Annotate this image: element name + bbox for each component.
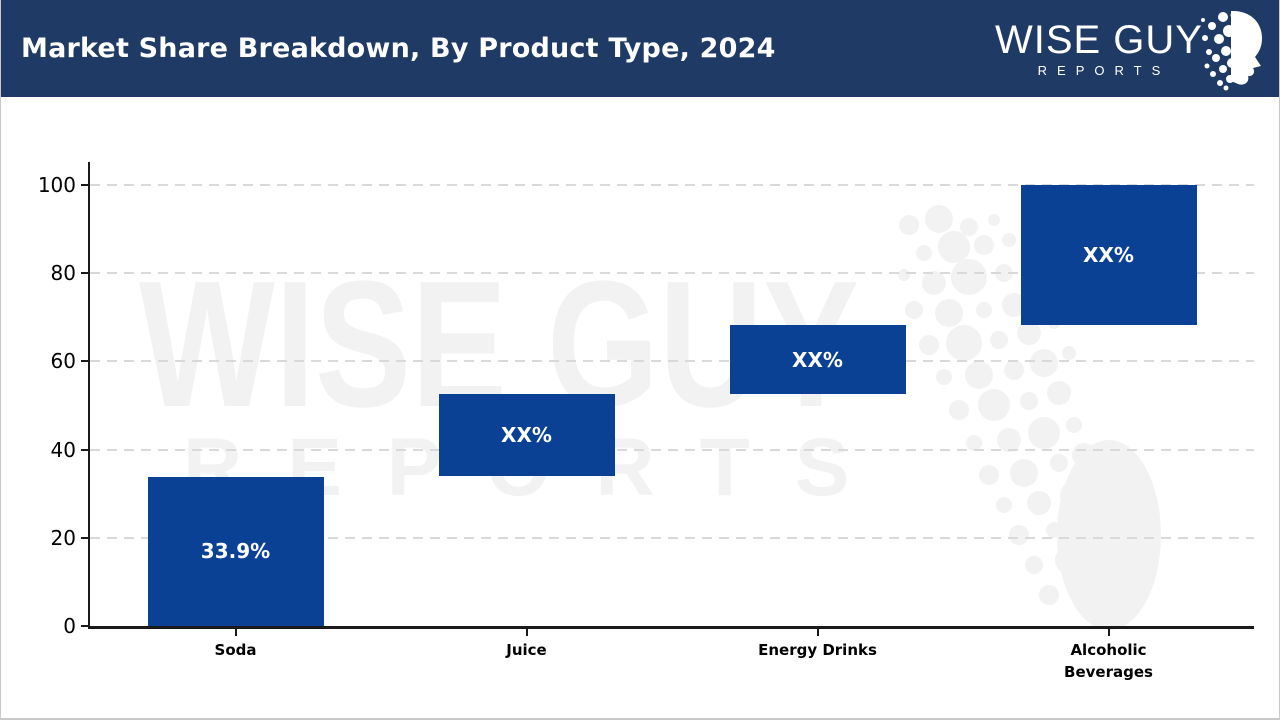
page-title: Market Share Breakdown, By Product Type,… — [21, 33, 776, 64]
y-tick-mark — [81, 360, 90, 363]
y-axis-line — [88, 162, 90, 626]
x-tick-mark — [1107, 629, 1110, 636]
wise-guy-logo: WISE GUY REPORTS — [995, 6, 1269, 92]
y-tick-mark — [81, 272, 90, 275]
y-tick-mark — [81, 184, 90, 186]
x-tick-mark — [234, 629, 237, 636]
bar-alcoholic-beverages: XX% — [1020, 185, 1197, 326]
y-tick-mark — [81, 625, 90, 627]
x-axis-line — [88, 626, 1254, 629]
y-tick-label: 20 — [50, 525, 76, 550]
y-tick-mark — [81, 536, 90, 539]
x-axis-label-juice: Juice — [506, 641, 547, 659]
gridline — [90, 184, 1254, 186]
gridline — [90, 536, 1254, 539]
gridline — [90, 272, 1254, 275]
logo-head-icon — [1201, 10, 1262, 90]
gridline — [90, 448, 1254, 451]
chart-area: WISE GUY REPORTS — [1, 97, 1279, 718]
bar-value-label: XX% — [501, 423, 552, 448]
gridline — [90, 360, 1254, 363]
y-tick-label: 40 — [50, 437, 76, 462]
bar-value-label: 33.9% — [200, 539, 271, 564]
waterfall-chart: 0 20 40 60 80 100 33.9% Soda XX% Juice XX% Energy D… — [1, 97, 1279, 718]
logo-wordmark-text: WISE GUY — [994, 17, 1203, 62]
x-tick-mark — [525, 629, 528, 636]
y-tick-label: 80 — [50, 261, 76, 286]
y-tick-label: 0 — [63, 614, 76, 638]
x-axis-label-alcoholic-beverages: Alcoholic Beverages — [1064, 641, 1153, 681]
x-axis-label-energy-drinks: Energy Drinks — [758, 641, 877, 659]
y-tick-label: 60 — [50, 349, 76, 374]
bar-soda: 33.9% — [147, 476, 324, 626]
header: Market Share Breakdown, By Product Type,… — [1, 0, 1279, 97]
bar-value-label: XX% — [792, 347, 843, 372]
bar-energy-drinks: XX% — [729, 325, 906, 395]
bar-juice: XX% — [438, 394, 615, 477]
y-tick-label: 100 — [37, 173, 76, 197]
bar-value-label: XX% — [1083, 243, 1134, 268]
logo-subtitle-text: REPORTS — [1037, 62, 1171, 78]
x-axis-label-soda: Soda — [214, 641, 257, 659]
logo-wordmark: WISE GUY REPORTS — [995, 20, 1203, 78]
x-tick-mark — [816, 629, 819, 636]
y-tick-mark — [81, 448, 90, 451]
watermark-dot-head-pattern — [898, 205, 1161, 630]
